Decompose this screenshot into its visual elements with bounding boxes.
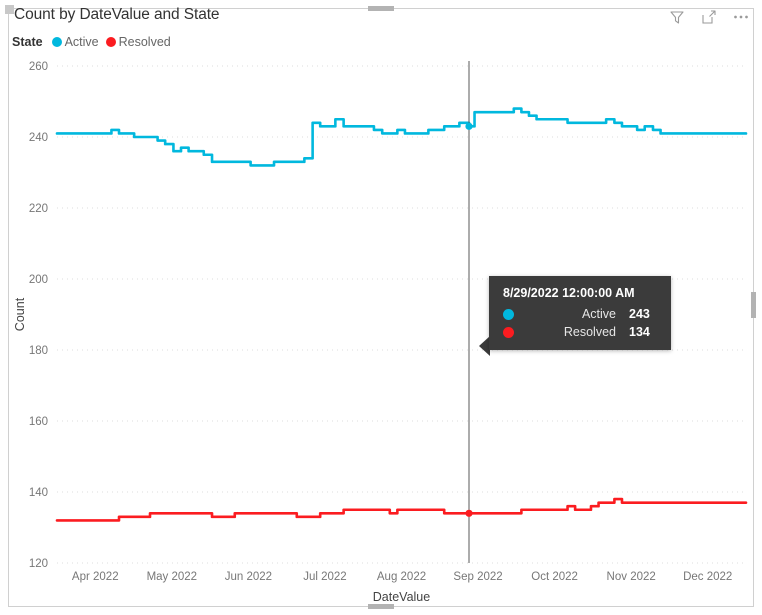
filter-icon[interactable]	[668, 8, 686, 26]
x-axis-tick-label: Oct 2022	[531, 571, 578, 583]
x-axis-tick-label: Sep 2022	[453, 571, 502, 583]
legend-item-resolved[interactable]: Resolved	[105, 35, 171, 49]
x-axis-title: DateValue	[373, 590, 430, 604]
y-axis-tick-label: 240	[29, 132, 48, 144]
visual-border-left	[8, 8, 9, 607]
x-axis-tick-label: Jul 2022	[303, 571, 346, 583]
legend-label-resolved: Resolved	[118, 35, 171, 49]
resize-handle-bottom-center[interactable]	[368, 604, 394, 609]
resize-handle-top-center[interactable]	[368, 6, 394, 11]
y-axis-tick-label: 220	[29, 203, 48, 215]
x-axis-tick-label: Jun 2022	[225, 571, 272, 583]
series-line-resolved[interactable]	[55, 497, 748, 522]
x-axis-tick-label: May 2022	[147, 571, 198, 583]
x-axis-tick-label: Aug 2022	[377, 571, 426, 583]
legend-color-dot-active	[51, 37, 62, 47]
visual-title: Count by DateValue and State	[14, 6, 220, 23]
legend-title: State	[12, 35, 43, 49]
x-axis-tick-label: Nov 2022	[607, 571, 656, 583]
tooltip-value-resolved: 134	[629, 325, 650, 339]
tooltip-name-resolved: Resolved	[563, 325, 616, 339]
y-axis-tick-label: 200	[29, 274, 48, 286]
tooltip-header: 8/29/2022 12:00:00 AM	[503, 286, 635, 300]
x-axis-tick-label: Apr 2022	[72, 571, 119, 583]
y-axis-tick-label: 260	[29, 61, 48, 73]
resize-handle-top-left[interactable]	[5, 5, 14, 14]
legend-color-dot-resolved	[105, 37, 116, 47]
legend-label-active: Active	[64, 35, 99, 49]
y-axis-tick-label: 120	[29, 558, 48, 570]
tooltip-row-resolved: Resolved 134	[503, 325, 657, 339]
tooltip-pointer	[479, 336, 490, 356]
highlighted-data-point-resolved[interactable]	[465, 509, 473, 517]
y-axis-tick-label: 180	[29, 345, 48, 357]
y-axis-tick-label: 160	[29, 416, 48, 428]
x-axis-tick-label: Dec 2022	[683, 571, 732, 583]
y-axis-title: Count	[13, 297, 27, 331]
resize-handle-middle-right[interactable]	[751, 292, 756, 318]
tooltip-value-active: 243	[629, 307, 650, 321]
focus-mode-icon[interactable]	[700, 8, 718, 26]
legend: State Active Resolved	[12, 35, 178, 49]
tooltip-dot-resolved	[503, 326, 514, 338]
chart-tooltip: 8/29/2022 12:00:00 AM Active 243 Resolve…	[489, 276, 671, 350]
tooltip-dot-active	[503, 308, 514, 320]
tooltip-row-active: Active 243	[503, 307, 657, 321]
highlighted-data-point-active[interactable]	[465, 122, 473, 130]
y-axis-tick-label: 140	[29, 487, 48, 499]
tooltip-name-active: Active	[581, 307, 616, 321]
series-line-active[interactable]	[55, 107, 748, 167]
visual-header-icons	[668, 8, 750, 26]
more-options-icon[interactable]	[732, 8, 750, 26]
legend-item-active[interactable]: Active	[51, 35, 99, 49]
